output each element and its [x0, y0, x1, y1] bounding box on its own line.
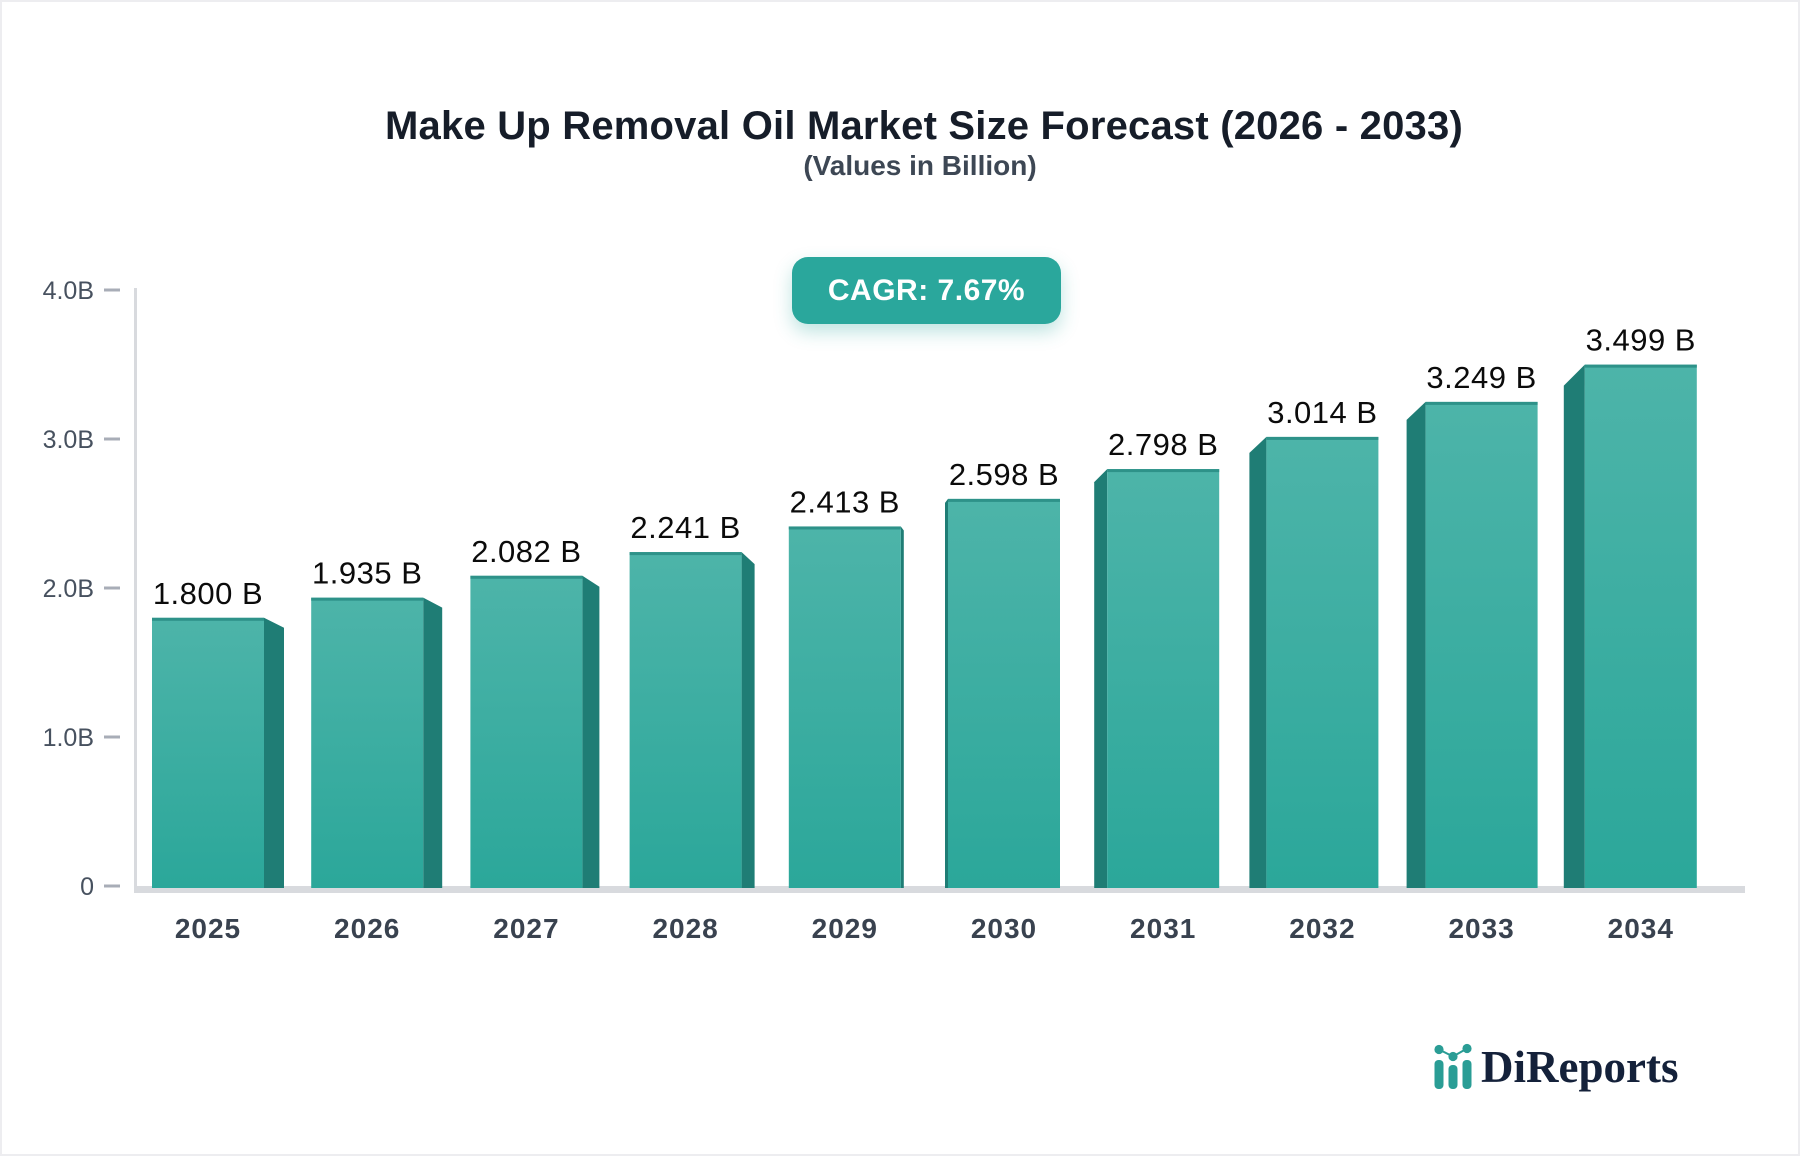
chart-title: Make Up Removal Oil Market Size Forecast… [385, 104, 1463, 148]
x-axis-baseline [135, 886, 1745, 893]
bar-top-edge [470, 575, 583, 579]
y-tick-label: 3.0B [43, 426, 94, 454]
bar-value-label: 2.082 B [471, 534, 581, 569]
bar-value-label: 3.249 B [1426, 360, 1536, 395]
bar-value-label: 2.798 B [1108, 427, 1218, 462]
x-axis-label: 2033 [1448, 913, 1514, 944]
bar-side-face [945, 498, 948, 888]
x-axis-label: 2027 [493, 913, 559, 944]
cagr-badge-label: CAGR: 7.67% [827, 273, 1026, 307]
bar-side-face [582, 575, 600, 888]
bar-face [311, 597, 424, 888]
bar-top-edge [1425, 401, 1538, 405]
bar-side-face [900, 526, 904, 888]
x-axis-label: 2032 [1289, 913, 1355, 944]
bar-top-edge [1107, 469, 1220, 473]
bar-2029[interactable]: 2.413 B [788, 484, 904, 888]
x-axis-label: 2028 [652, 913, 718, 944]
bar-face [948, 498, 1060, 888]
bar-top-edge [948, 498, 1060, 502]
bar-2027[interactable]: 2.082 B [470, 534, 600, 888]
bar-face [629, 552, 742, 888]
bar-face [152, 617, 264, 888]
bar-top-edge [1584, 364, 1697, 368]
bar-value-label: 1.800 B [153, 576, 263, 611]
direports-logo: DiReports [1434, 1038, 1678, 1090]
bar-value-label: 1.935 B [312, 556, 422, 591]
bar-side-face [1563, 364, 1585, 888]
cagr-badge: CAGR: 7.67% [792, 257, 1061, 324]
bar-top-edge [1266, 436, 1379, 440]
bar-face [1266, 436, 1379, 888]
bar-top-edge [152, 617, 264, 621]
bar-side-face [264, 617, 284, 888]
mini-bar-line-chart-icon [1434, 1043, 1472, 1089]
bar-face [1107, 469, 1220, 888]
bar-2025[interactable]: 1.800 B [152, 576, 284, 888]
x-axis-label: 2029 [812, 913, 878, 944]
bar-2032[interactable]: 3.014 B [1249, 395, 1379, 888]
bar-top-edge [311, 597, 424, 601]
x-axis-label: 2025 [175, 913, 241, 944]
y-tick-label: 2.0B [43, 575, 94, 603]
bar-value-label: 2.241 B [630, 510, 740, 545]
bar-side-face [1094, 469, 1108, 888]
x-axis-label: 2031 [1130, 913, 1196, 944]
bar-value-label: 2.413 B [790, 484, 900, 519]
x-axis-label: 2026 [334, 913, 400, 944]
bar-2026[interactable]: 1.935 B [311, 556, 443, 888]
bar-2028[interactable]: 2.241 B [629, 510, 755, 888]
bar-side-face [423, 597, 443, 888]
y-tick-label: 1.0B [43, 724, 94, 752]
bar-face [1584, 364, 1697, 888]
logo-text: DiReports [1481, 1042, 1679, 1092]
bar-2034[interactable]: 3.499 B [1563, 323, 1697, 888]
bar-2030[interactable]: 2.598 B [945, 457, 1060, 888]
chart-subtitle: (Values in Billion) [803, 150, 1037, 181]
bar-face [1425, 401, 1538, 888]
bar-value-label: 3.014 B [1267, 395, 1377, 430]
bar-value-label: 3.499 B [1586, 323, 1696, 358]
x-axis-label: 2030 [971, 913, 1037, 944]
x-axis-label: 2034 [1608, 913, 1674, 944]
bar-value-label: 2.598 B [949, 457, 1059, 492]
bar-top-edge [629, 552, 742, 556]
bar-top-edge [788, 526, 901, 530]
bar-side-face [1249, 436, 1267, 888]
bar-side-face [1406, 401, 1426, 888]
bar-2031[interactable]: 2.798 B [1094, 427, 1220, 888]
bar-2033[interactable]: 3.249 B [1406, 360, 1538, 888]
bar-face [470, 575, 583, 888]
bar-side-face [741, 552, 755, 888]
bar-face [788, 526, 901, 888]
y-tick-label: 4.0B [43, 277, 94, 305]
y-tick-label: 0 [80, 873, 94, 901]
